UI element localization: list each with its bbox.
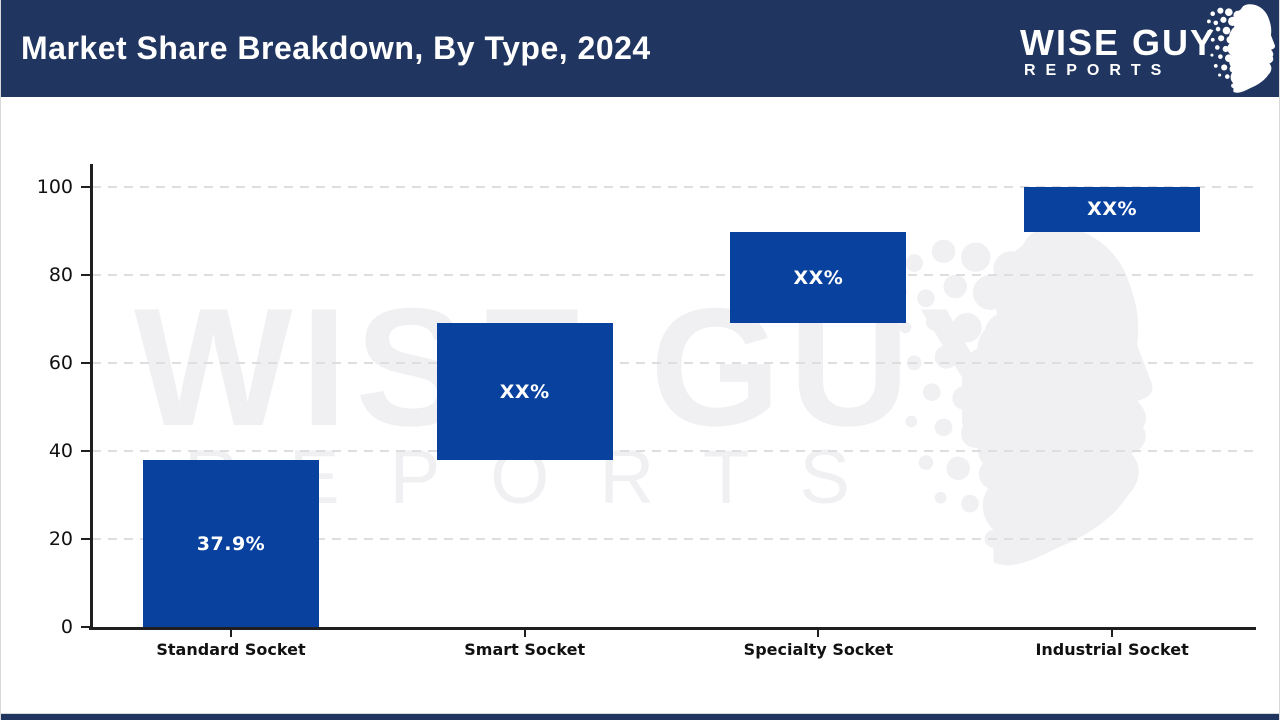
gridline-y20 [92,538,1254,540]
gridline-y100 [92,186,1254,188]
bar-segment-standard-socket: 37.9% [143,460,319,627]
x-category-label: Specialty Socket [743,640,894,659]
footer-bar [1,714,1279,720]
y-tick-label: 80 [48,264,73,286]
page-title: Market Share Breakdown, By Type, 2024 [21,30,651,66]
x-category-label: Standard Socket [156,640,306,659]
y-tick-60 [81,362,90,364]
bar-value-label: XX% [793,266,844,289]
y-tick-80 [81,274,90,276]
x-axis-line [89,627,1256,630]
bar-segment-specialty-socket: XX% [730,231,907,324]
footer-divider [1,713,1279,714]
brand-logo: WISE GUY REPORTS [1020,0,1275,97]
bar-value-label: XX% [499,380,550,403]
bar-segment-smart-socket: XX% [436,323,613,461]
x-category-label: Smart Socket [464,640,586,659]
brand-logo-reports-text: REPORTS [1024,62,1172,79]
y-tick-label: 20 [48,528,73,550]
y-tick-20 [81,538,90,540]
gridline-y40 [92,450,1254,452]
x-tick-3 [1111,629,1114,637]
x-category-label: Industrial Socket [1035,640,1189,659]
bar-value-label: 37.9% [196,532,266,555]
x-tick-1 [523,629,526,637]
y-tick-40 [81,450,90,452]
brand-logo-wiseguy-text: WISE GUY [1020,22,1217,63]
bar-value-label: XX% [1087,198,1138,221]
y-tick-label: 0 [60,616,73,638]
gridline-y80 [92,274,1254,276]
gridline-y60 [92,362,1254,364]
y-tick-label: 100 [36,176,73,198]
x-tick-2 [817,629,820,637]
header-bar: Market Share Breakdown, By Type, 2024 WI… [1,0,1279,97]
y-tick-0 [81,626,90,628]
y-tick-label: 60 [48,352,73,374]
x-tick-0 [230,629,232,637]
y-axis-line [90,164,93,629]
y-tick-label: 40 [48,440,73,462]
y-tick-100 [81,186,90,188]
bar-segment-industrial-socket: XX% [1024,187,1201,232]
